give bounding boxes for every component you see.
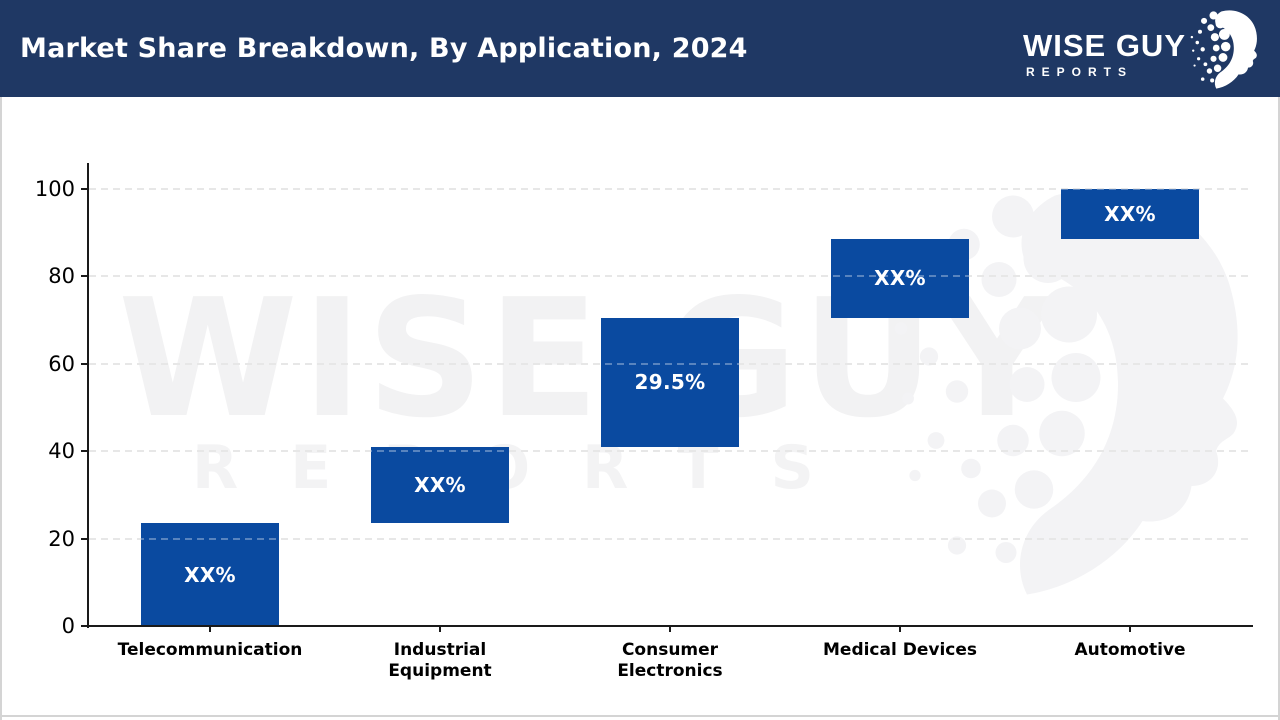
y-tick (81, 450, 87, 452)
gridline-overlay (89, 537, 1253, 540)
logo-wordmark: WISE GUY (1022, 27, 1186, 63)
page-border-left (0, 97, 2, 720)
x-tick (439, 626, 441, 632)
bar-value-label: XX% (874, 266, 926, 291)
x-tick (209, 626, 211, 632)
y-tick (81, 275, 87, 277)
watermark-dotted-head (894, 190, 1238, 595)
y-tick-label: 100 (34, 176, 75, 201)
gridline (89, 450, 1253, 452)
x-category-label: Consumer Electronics (617, 640, 723, 681)
dotted-head-icon (1190, 10, 1257, 89)
x-category-label: Medical Devices (822, 640, 978, 660)
page-border-right (1278, 97, 1280, 720)
x-tick (899, 626, 901, 632)
y-tick-label: 0 (61, 614, 75, 638)
y-tick-label: 60 (48, 351, 75, 376)
y-tick-label: 80 (48, 264, 75, 288)
bar-value-label: XX% (184, 562, 236, 587)
bar-automotive: XX% (1061, 188, 1199, 239)
gridline-overlay (89, 450, 1253, 452)
bar-industrial-equipment: XX% (371, 446, 509, 524)
logo-text: WISE GUY REPORTS (1023, 30, 1186, 79)
y-tick (81, 625, 87, 627)
x-tick (1129, 626, 1131, 632)
gridline-overlay (89, 362, 1253, 365)
page-border-bottom (0, 715, 1280, 717)
bar-value-label: XX% (1104, 201, 1156, 226)
y-tick-label: 20 (48, 526, 75, 551)
bar-telecommunication: XX% (141, 523, 279, 626)
logo-subtitle: REPORTS (1025, 64, 1133, 79)
gridline-overlay (89, 187, 1253, 190)
bar-medical-devices: XX% (831, 238, 969, 318)
y-tick-label: 40 (48, 439, 75, 463)
y-tick (81, 537, 87, 540)
bar-value-label: 29.5% (634, 370, 706, 395)
x-category-label: Telecommunication (117, 640, 303, 660)
gridline (89, 537, 1253, 540)
gridline (89, 187, 1253, 190)
x-category-label: Automotive (1074, 640, 1186, 660)
bar-consumer-electronics: 29.5% (601, 317, 739, 447)
chart-title: Market Share Breakdown, By Application, … (20, 33, 748, 64)
header-band: Market Share Breakdown, By Application, … (0, 0, 1280, 97)
gridline (89, 275, 1253, 277)
y-tick (81, 187, 87, 190)
gridline-overlay (89, 275, 1253, 277)
y-tick (81, 362, 87, 365)
x-category-label: Industrial Equipment (388, 640, 492, 681)
wise-guy-reports-logo: WISE GUY REPORTS (1023, 6, 1266, 94)
x-axis (87, 625, 1253, 627)
x-tick (669, 626, 671, 632)
y-axis (87, 163, 89, 628)
bar-value-label: XX% (414, 472, 466, 497)
